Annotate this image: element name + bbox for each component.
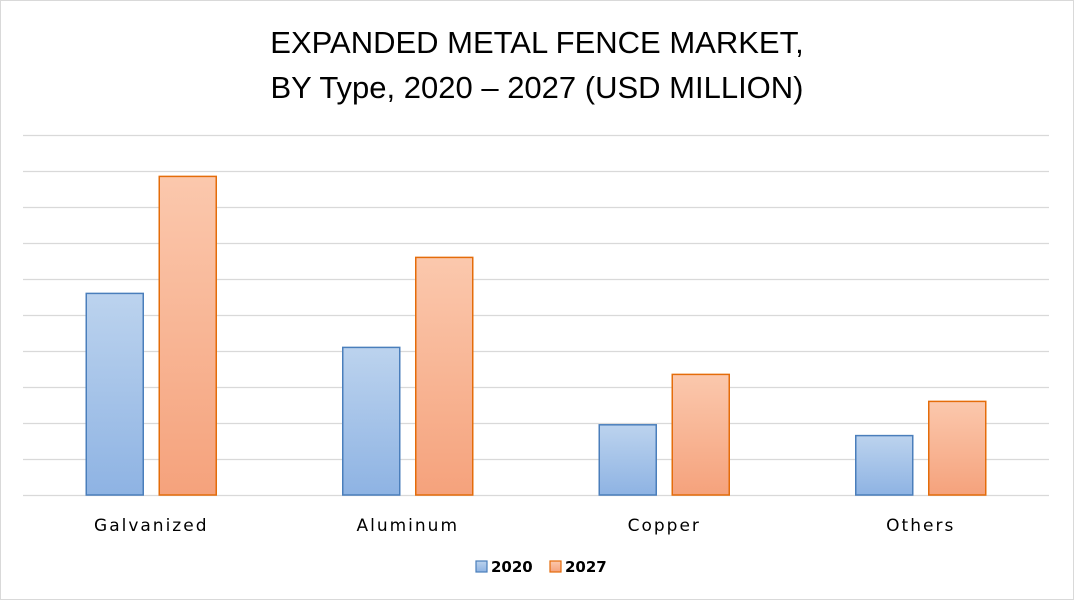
bar-aluminum-2020 — [342, 346, 401, 496]
chart-title-line-2: BY Type, 2020 – 2027 (USD MILLION) — [270, 70, 803, 105]
category-label-copper: Copper — [628, 516, 701, 536]
bar-galvanized-2020 — [85, 292, 144, 496]
bars — [85, 175, 987, 496]
category-label-galvanized: Galvanized — [94, 516, 208, 536]
legend: 2020 2027 — [475, 558, 607, 576]
category-label-aluminum: Aluminum — [356, 516, 459, 536]
bar-galvanized-2027 — [158, 175, 217, 496]
legend-swatch-2020 — [475, 560, 488, 573]
legend-label-2020: 2020 — [491, 558, 533, 576]
bar-others-2027 — [928, 400, 987, 496]
bar-copper-2027 — [671, 373, 730, 496]
bar-aluminum-2027 — [415, 256, 474, 496]
bar-copper-2020 — [598, 424, 657, 496]
legend-swatch-2027 — [549, 560, 562, 573]
category-labels: Galvanized Aluminum Copper Others — [94, 516, 955, 536]
chart-title-line-1: EXPANDED METAL FENCE MARKET, — [270, 25, 803, 60]
bar-others-2020 — [855, 434, 914, 496]
legend-label-2027: 2027 — [565, 558, 607, 576]
category-label-others: Others — [886, 516, 955, 536]
